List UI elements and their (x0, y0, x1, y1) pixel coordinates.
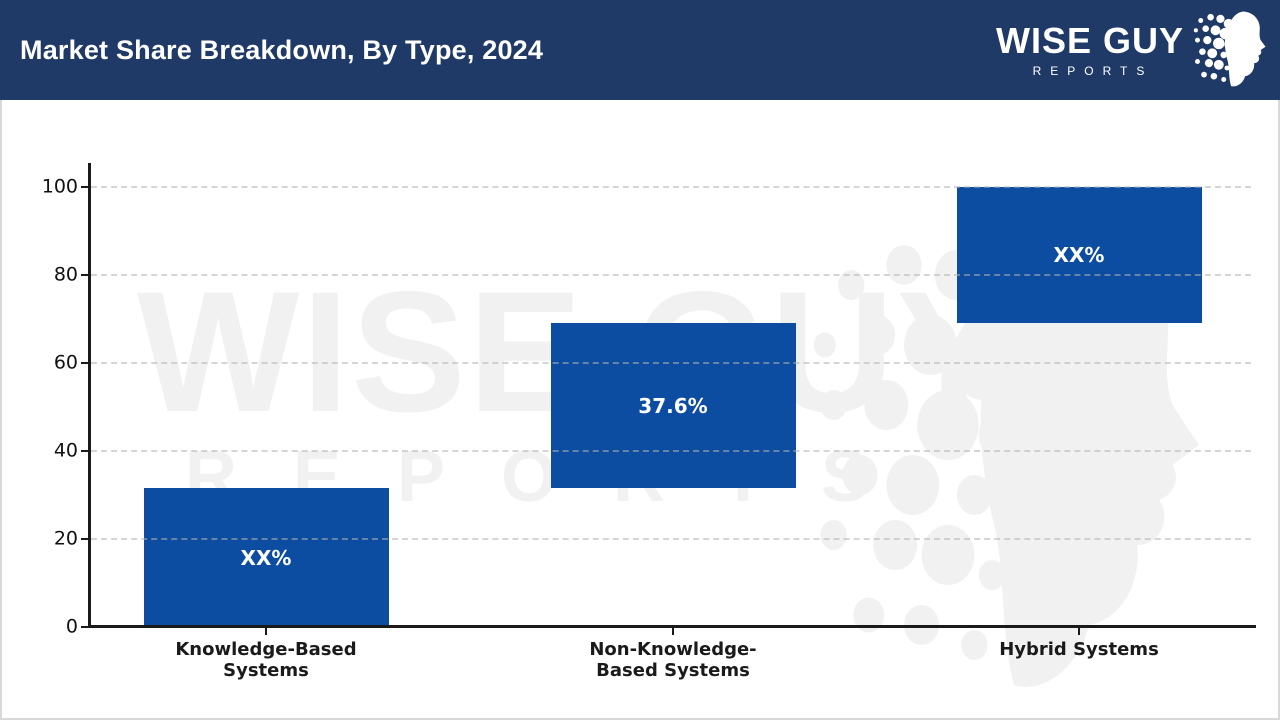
y-tick-label: 40 (53, 439, 78, 462)
bar-2[interactable]: XX% (956, 187, 1202, 323)
y-tick-label: 20 (53, 527, 78, 550)
bar-value-label: XX% (1053, 242, 1105, 267)
category-label-line: Knowledge-Based (175, 639, 357, 660)
category-label-line: Based Systems (596, 660, 750, 681)
y-tick-label: 80 (53, 263, 78, 286)
category-label-1: Non-Knowledge- Based Systems (513, 639, 833, 681)
y-tick-label: 100 (41, 175, 78, 198)
bar-0[interactable]: XX% (143, 488, 389, 627)
bar-value-label: 37.6% (638, 393, 708, 418)
brand-subname: REPORTS (1032, 63, 1154, 78)
x-tick-mark-2 (1078, 628, 1080, 635)
y-tick-label: 0 (65, 615, 78, 638)
x-tick-mark-1 (672, 628, 674, 635)
y-tick-mark (81, 538, 89, 540)
category-label-line: Systems (223, 660, 309, 681)
wiseguy-face-icon (1186, 7, 1268, 93)
x-axis-line (88, 625, 1256, 628)
y-tick-mark (81, 274, 89, 276)
category-label-line: Non-Knowledge- (589, 639, 757, 660)
category-label-0: Knowledge-Based Systems (106, 639, 426, 681)
page-title: Market Share Breakdown, By Type, 2024 (20, 34, 544, 65)
category-label-2: Hybrid Systems (919, 639, 1239, 660)
bar-value-label: XX% (240, 545, 292, 570)
y-tick-mark (81, 362, 89, 364)
bar-1[interactable]: 37.6% (550, 322, 796, 489)
y-tick-mark (81, 186, 89, 188)
brand-name: WISE GUY (995, 19, 1184, 61)
y-tick-mark (81, 450, 89, 452)
y-tick-label: 60 (53, 351, 78, 374)
category-label-line: Hybrid Systems (999, 639, 1159, 660)
y-axis-line (88, 163, 91, 628)
brand-logo: WISE GUY REPORTS (996, 7, 1270, 93)
y-tick-mark (81, 626, 89, 628)
brand-logo-text: WISE GUY REPORTS (995, 19, 1184, 78)
x-tick-mark-0 (265, 628, 267, 635)
header-bar: Market Share Breakdown, By Type, 2024 WI… (0, 0, 1280, 100)
